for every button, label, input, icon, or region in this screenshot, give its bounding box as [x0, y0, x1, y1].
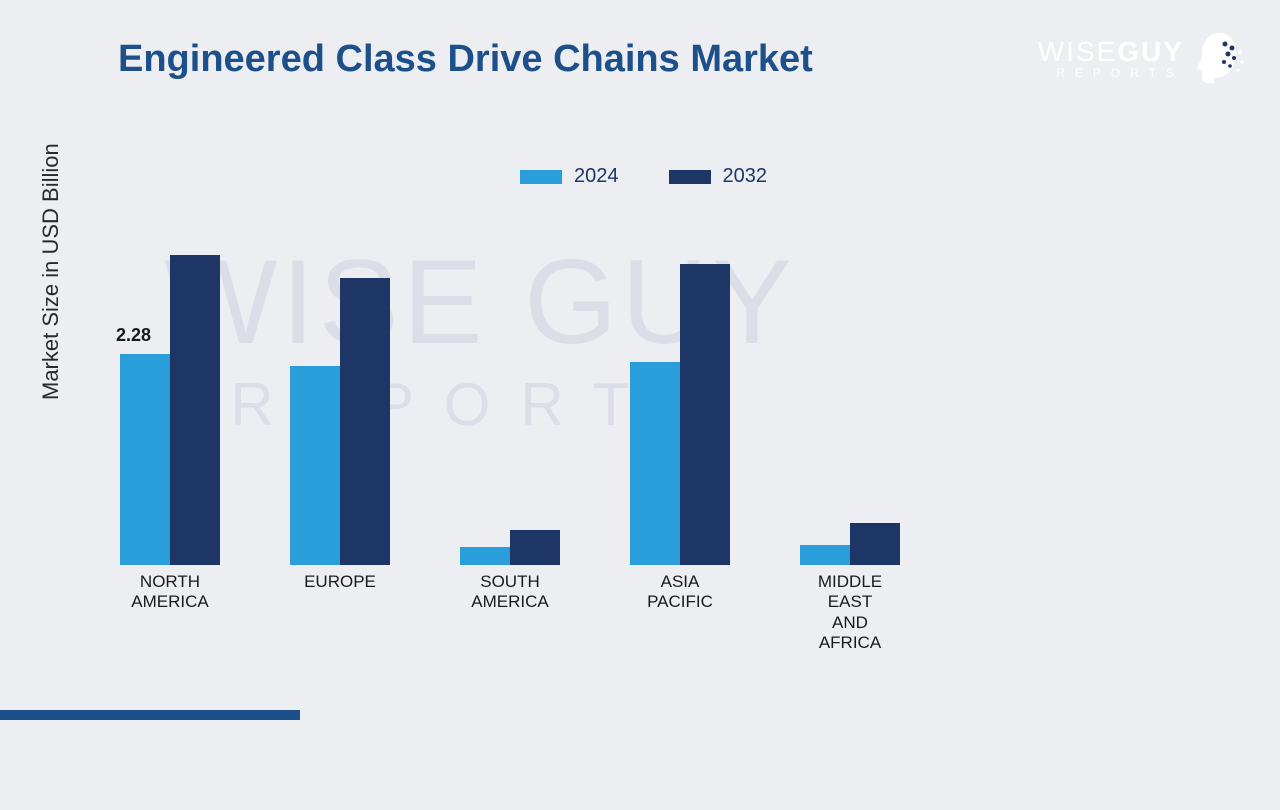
- logo-top-line: WISEGUY: [1038, 36, 1184, 68]
- bar-2024: [290, 366, 340, 565]
- head-icon: [1190, 28, 1250, 88]
- bar-2032: [680, 264, 730, 565]
- logo-word-wise: WISE: [1038, 36, 1118, 67]
- bar-group: 2.28: [120, 255, 220, 565]
- x-axis-label: SOUTHAMERICA: [460, 572, 560, 654]
- x-axis-label: EUROPE: [290, 572, 390, 654]
- x-axis-label: MIDDLEEASTANDAFRICA: [800, 572, 900, 654]
- bar-2032: [340, 278, 390, 565]
- y-axis-label: Market Size in USD Billion: [38, 143, 64, 400]
- chart-title: Engineered Class Drive Chains Market: [118, 38, 813, 82]
- bar-2024: [630, 362, 680, 566]
- legend-label-2032: 2032: [723, 165, 768, 188]
- x-axis-labels: NORTHAMERICA EUROPE SOUTHAMERICA ASIAPACIFI…: [120, 572, 950, 654]
- bottom-accent-bar: [0, 710, 300, 720]
- legend-swatch-2032: [669, 170, 711, 184]
- logo-text: WISEGUY REPORTS: [1038, 36, 1184, 80]
- bars-container: 2.28: [100, 195, 930, 565]
- bar-2024: [460, 547, 510, 566]
- chart-legend: 2024 2032: [520, 165, 767, 188]
- data-label: 2.28: [116, 325, 151, 346]
- brand-logo: WISEGUY REPORTS: [1038, 28, 1250, 88]
- bar-2032: [850, 523, 900, 565]
- bar-group: [460, 530, 560, 565]
- legend-swatch-2024: [520, 170, 562, 184]
- chart-page: WISE GUY REPORTS WISEGUY REPORTS Enginee…: [0, 0, 1280, 720]
- bar-2024: [120, 354, 170, 565]
- bar-2032: [170, 255, 220, 565]
- bar-group: [630, 264, 730, 565]
- legend-label-2024: 2024: [574, 165, 619, 188]
- bar-group: [800, 523, 900, 565]
- bar-2032: [510, 530, 560, 565]
- logo-bottom-line: REPORTS: [1038, 66, 1184, 80]
- x-axis-label: ASIAPACIFIC: [630, 572, 730, 654]
- logo-word-guy: GUY: [1117, 36, 1184, 67]
- x-axis-label: NORTHAMERICA: [120, 572, 220, 654]
- legend-item-2024: 2024: [520, 165, 619, 188]
- bar-2024: [800, 545, 850, 565]
- legend-item-2032: 2032: [669, 165, 768, 188]
- chart-plot-area: 2.28: [100, 195, 930, 565]
- bar-group: [290, 278, 390, 565]
